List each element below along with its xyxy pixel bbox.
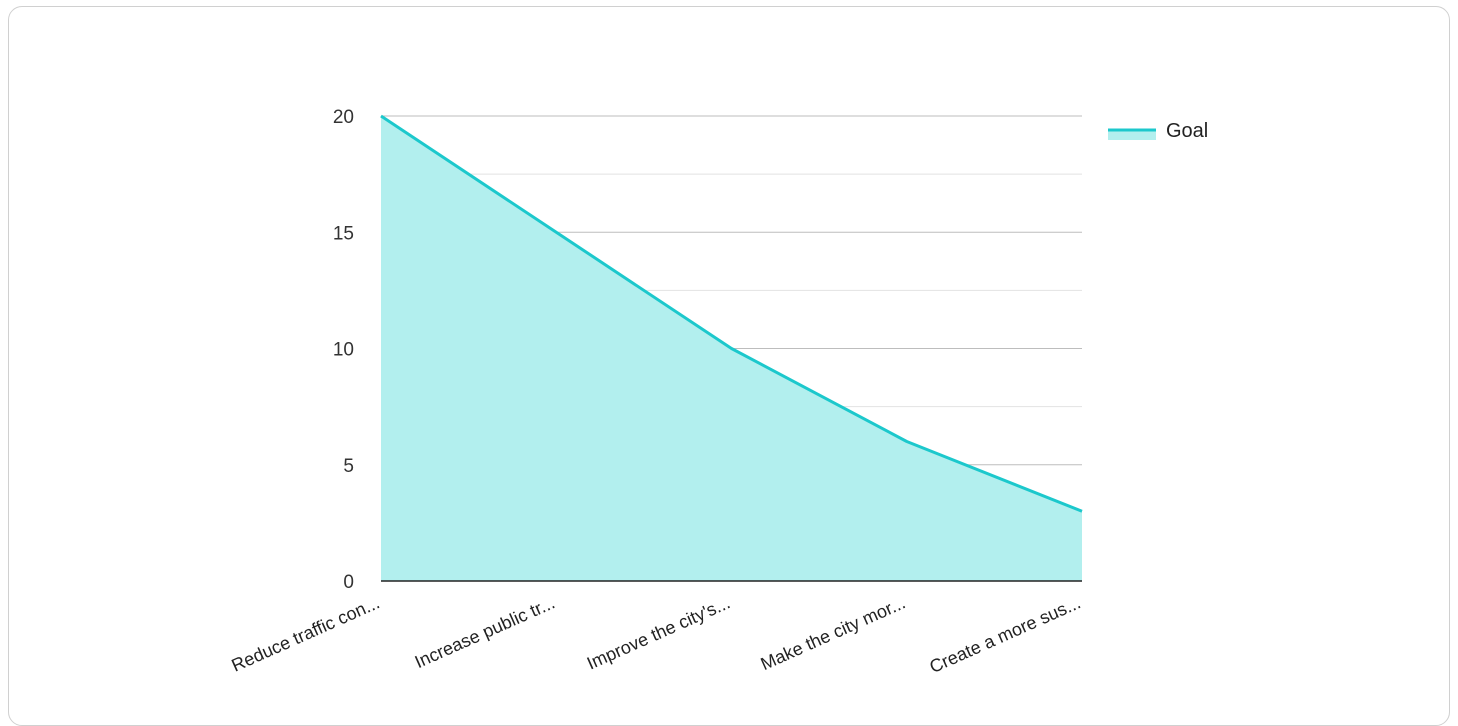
legend-label-goal: Goal	[1166, 120, 1208, 142]
y-tick-label: 5	[343, 456, 354, 477]
x-tick-label: Reduce traffic con...	[229, 592, 383, 675]
y-tick-label: 15	[333, 223, 354, 244]
series-line-goal	[380, 114, 1083, 513]
x-tick-label: Create a more sus...	[927, 592, 1084, 677]
legend[interactable]: Goal	[1108, 120, 1208, 142]
y-tick-label: 0	[343, 572, 354, 593]
y-tick-label: 10	[333, 340, 354, 361]
x-axis-ticks: Reduce traffic con... Increase public tr.…	[229, 592, 1084, 677]
y-tick-label: 20	[333, 107, 354, 128]
x-tick-label: Make the city mor...	[758, 592, 909, 674]
x-tick-label: Increase public tr...	[412, 592, 558, 672]
area-chart: 0 5 10 15 20 Reduce traffic con... Increase p…	[229, 107, 1209, 677]
x-tick-label: Improve the city's...	[584, 592, 733, 673]
legend-swatch-fill	[1108, 130, 1156, 140]
y-axis-ticks: 0 5 10 15 20	[333, 107, 354, 593]
